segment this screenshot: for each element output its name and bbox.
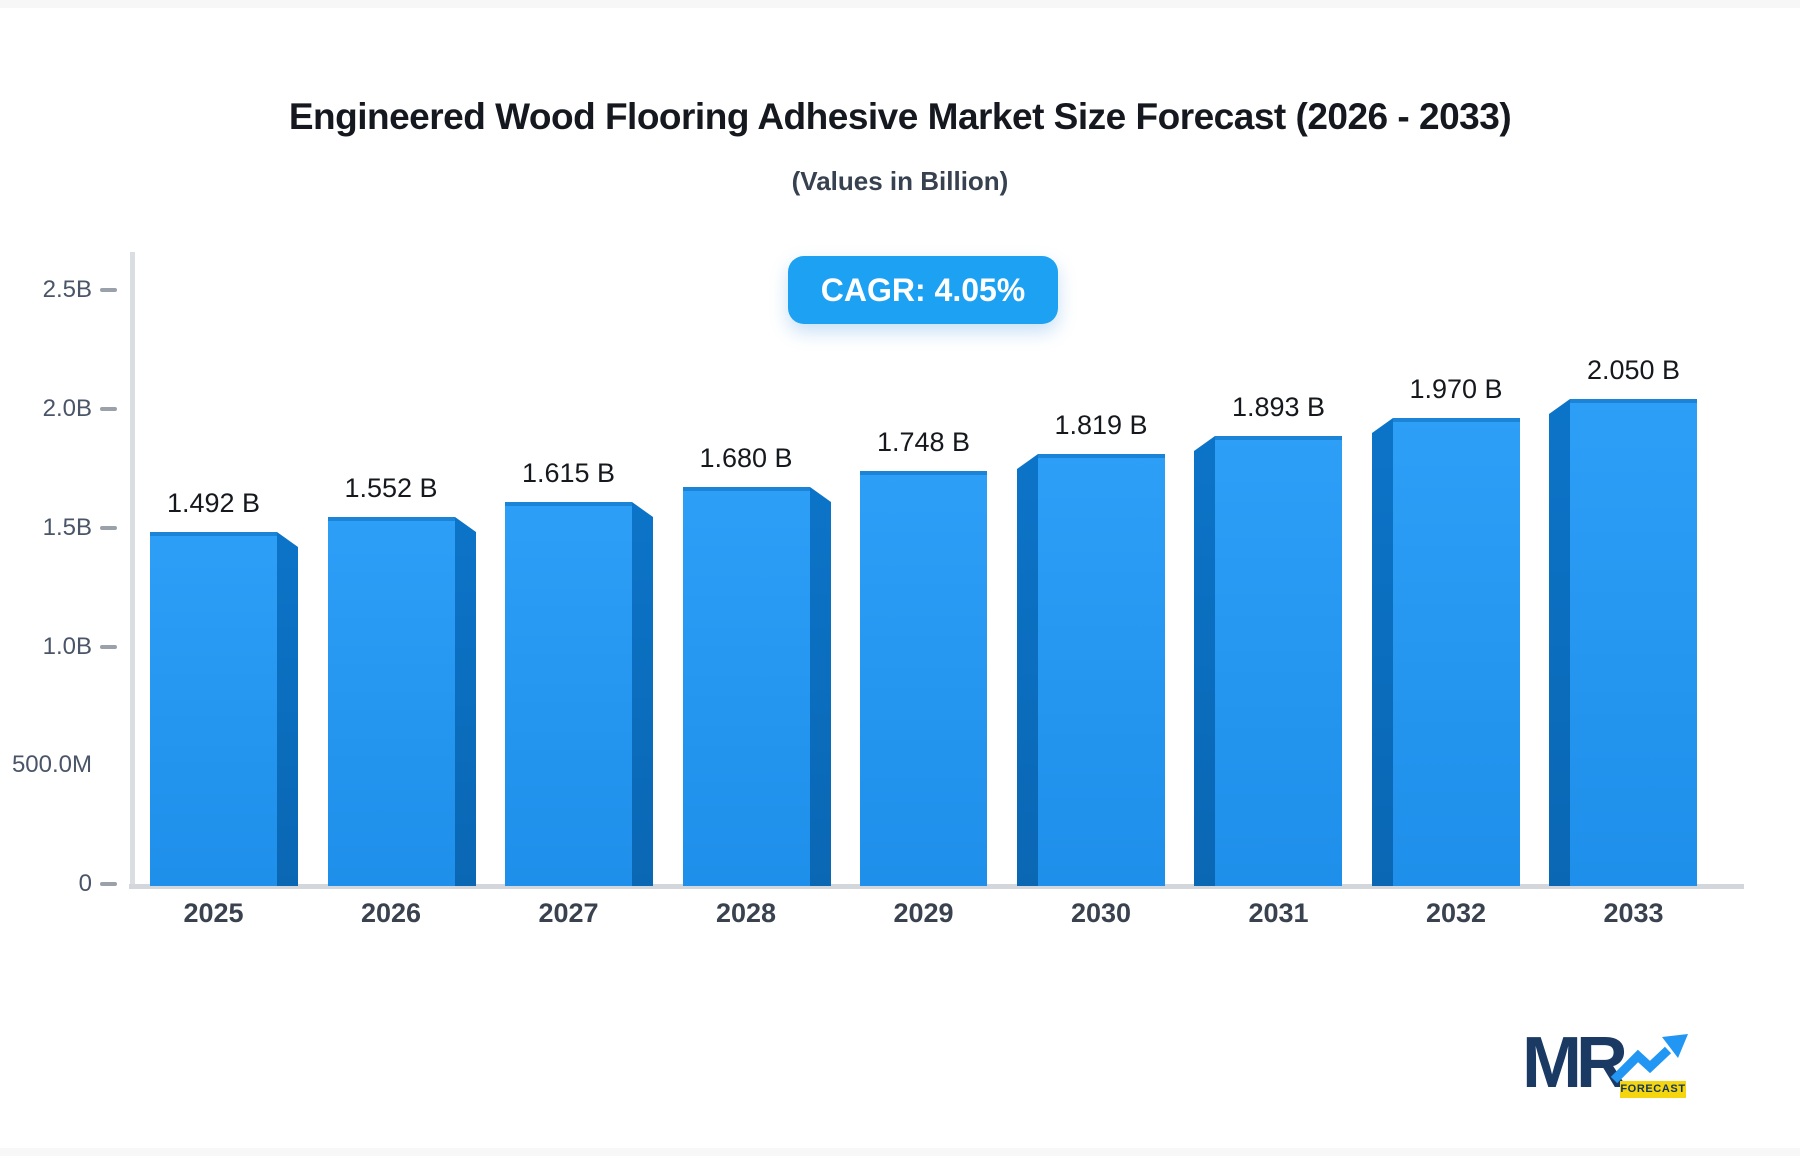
bar-top-edge — [150, 532, 277, 536]
bar-value-label-2029: 1.748 B — [876, 427, 971, 457]
bar-top-edge — [1215, 436, 1342, 440]
y-axis-tick-label: 2.0B — [42, 395, 92, 422]
y-axis-line — [130, 252, 135, 889]
bar-top-edge — [1393, 418, 1520, 422]
bar-side-face-2028 — [810, 487, 831, 886]
bar-side-face-2032 — [1372, 418, 1393, 886]
x-axis-label-2027: 2027 — [538, 898, 599, 928]
y-axis-tick-label: 1.5B — [42, 513, 92, 541]
x-axis-label-2033: 2033 — [1603, 898, 1664, 928]
x-axis-label-2032: 2032 — [1425, 898, 1487, 928]
x-axis-label-2028: 2028 — [715, 898, 777, 928]
bar-value-label-2027: 1.615 B — [521, 458, 616, 488]
bar-2027 — [505, 502, 632, 886]
x-axis-label-2026: 2026 — [360, 898, 422, 928]
x-axis-label-2030: 2030 — [1070, 898, 1132, 928]
x-axis-label-2029: 2029 — [893, 898, 954, 928]
logo-trend-arrow-icon — [1610, 1034, 1688, 1084]
bar-top-edge — [683, 487, 810, 491]
y-axis-tick-label: 500.0M — [11, 751, 92, 779]
bar-2025 — [150, 532, 277, 886]
bar-side-face-2027 — [632, 502, 653, 886]
bar-2033 — [1570, 399, 1697, 886]
bar-2028 — [683, 487, 810, 886]
mr-forecast-logo: MR FORECAST — [1522, 1023, 1722, 1120]
y-axis-tick-mark — [100, 288, 117, 293]
bar-2032 — [1393, 418, 1520, 886]
bar-side-face-2031 — [1194, 436, 1215, 886]
y-axis-tick-label: 2.5B — [42, 276, 92, 304]
y-axis-tick-mark — [100, 882, 117, 886]
page-frame-bottom — [0, 1148, 1800, 1156]
bar-value-label-2032: 1.970 B — [1409, 374, 1503, 404]
bar-side-face-2030 — [1017, 454, 1038, 886]
x-axis-label-2025: 2025 — [183, 898, 244, 928]
chart-subtitle: (Values in Billion) — [791, 166, 1009, 196]
bar-side-face-2025 — [277, 532, 298, 886]
logo-forecast-label: FORECAST — [1620, 1081, 1686, 1098]
bar-side-face-2033 — [1549, 399, 1570, 886]
bar-value-label-2028: 1.680 B — [699, 443, 793, 473]
bar-value-label-2026: 1.552 B — [344, 473, 438, 503]
bar-value-label-2030: 1.819 B — [1054, 410, 1148, 440]
chart-title: Engineered Wood Flooring Adhesive Market… — [288, 96, 1512, 137]
logo-mr-text: MR — [1522, 1023, 1628, 1103]
y-axis-tick-mark — [100, 407, 117, 411]
x-axis-label-2031: 2031 — [1248, 898, 1309, 928]
bar-2029 — [860, 471, 987, 886]
bar-value-label-2025: 1.492 B — [166, 488, 261, 518]
bar-value-label-2033: 2.050 B — [1586, 355, 1681, 385]
bar-top-edge — [328, 517, 455, 521]
bar-top-edge — [505, 502, 632, 506]
page-frame-top — [0, 0, 1800, 8]
bar-top-edge — [1570, 399, 1697, 403]
y-axis-tick-label: 0 — [78, 870, 92, 897]
bar-top-edge — [1038, 454, 1165, 458]
bar-top-edge — [860, 471, 987, 475]
x-axis-baseline — [129, 884, 1744, 889]
y-axis-tick-label: 1.0B — [42, 632, 92, 660]
cagr-badge: CAGR: 4.05% — [788, 256, 1058, 324]
bar-2026 — [328, 517, 455, 886]
bar-2031 — [1215, 436, 1342, 886]
y-axis-tick-mark — [100, 644, 117, 649]
bar-side-face-2026 — [455, 517, 476, 886]
y-axis-tick-mark — [100, 525, 117, 530]
bar-2030 — [1038, 454, 1165, 886]
bar-value-label-2031: 1.893 B — [1231, 392, 1326, 422]
